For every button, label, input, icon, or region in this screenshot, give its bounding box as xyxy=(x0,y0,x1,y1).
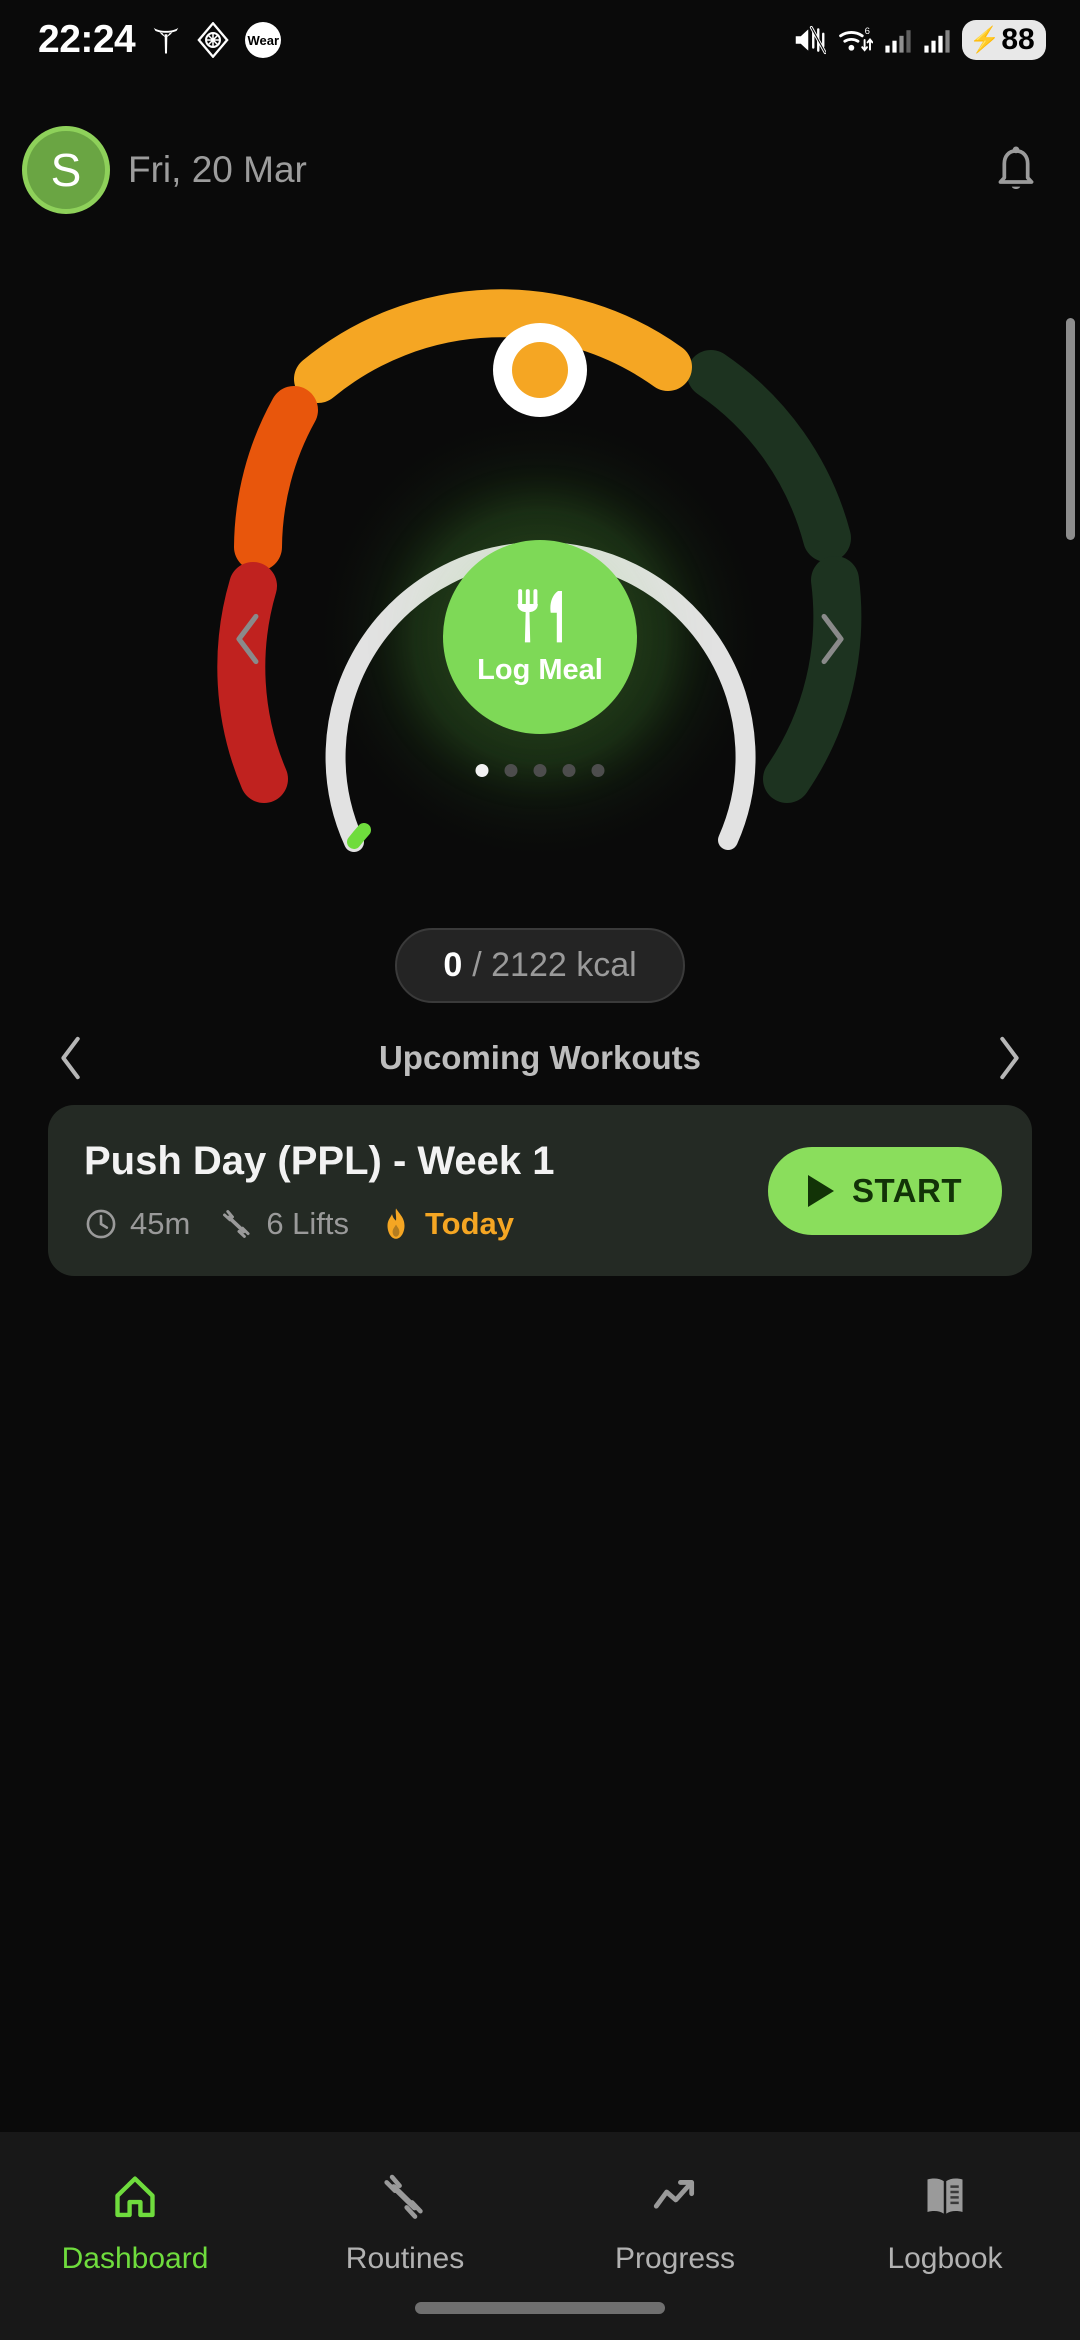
status-bar-right: 6 ⚡ 88 xyxy=(793,20,1046,60)
workout-card[interactable]: Push Day (PPL) - Week 1 45m xyxy=(48,1105,1032,1276)
calorie-summary-row: 0 / 2122 kcal xyxy=(0,928,1080,1003)
dial-inner-progress xyxy=(347,823,371,849)
nav-item-logbook[interactable]: Logbook xyxy=(810,2170,1080,2276)
battery-level: 88 xyxy=(1001,23,1035,56)
notification-bell-button[interactable] xyxy=(990,142,1042,198)
workout-lifts-label: 6 Lifts xyxy=(266,1206,350,1241)
page-dot[interactable] xyxy=(504,764,518,777)
chevron-right-icon xyxy=(1000,1036,1019,1080)
log-meal-button[interactable]: Log Meal xyxy=(443,540,637,734)
dial-thumb-core xyxy=(512,342,568,398)
workout-schedule: Today xyxy=(379,1206,514,1242)
home-indicator[interactable] xyxy=(415,2302,665,2314)
diamond-icon xyxy=(197,22,229,58)
nav-label-routines: Routines xyxy=(345,2242,465,2275)
avatar[interactable]: S xyxy=(22,126,110,214)
workout-meta-row: 45m 6 Lifts xyxy=(84,1206,768,1242)
nav-label-dashboard: Dashboard xyxy=(61,2242,209,2275)
dial-segment-inactive-upper xyxy=(687,350,851,562)
workout-title: Push Day (PPL) - Week 1 xyxy=(84,1139,555,1183)
nav-item-routines[interactable]: Routines xyxy=(270,2170,540,2276)
workout-duration-label: 45m xyxy=(130,1206,191,1241)
workout-schedule-label: Today xyxy=(425,1206,515,1241)
page-dot[interactable] xyxy=(533,764,547,777)
dial-segment-inactive-lower xyxy=(763,556,862,803)
log-meal-label: Log Meal xyxy=(477,653,603,686)
dial-next-button[interactable] xyxy=(812,613,852,665)
calories-current: 0 xyxy=(443,946,463,984)
start-button-label: START xyxy=(851,1171,962,1209)
dial-page-dots[interactable] xyxy=(475,764,605,777)
dumbbell-icon xyxy=(378,2170,432,2224)
dial-svg xyxy=(217,289,862,867)
nav-item-dashboard[interactable]: Dashboard xyxy=(0,2170,270,2276)
workouts-next-button[interactable] xyxy=(986,1035,1032,1081)
workout-card-body: Push Day (PPL) - Week 1 45m xyxy=(84,1139,768,1242)
clock-icon xyxy=(84,1207,118,1241)
trending-up-icon xyxy=(648,2170,702,2224)
status-bar: 22:24 Wear xyxy=(0,0,1080,80)
play-icon xyxy=(807,1174,834,1207)
mute-icon xyxy=(795,26,826,54)
chevron-right-icon xyxy=(821,613,844,665)
bell-icon xyxy=(998,146,1034,190)
workout-lifts: 6 Lifts xyxy=(220,1206,349,1242)
nav-item-progress[interactable]: Progress xyxy=(540,2170,810,2276)
workout-duration: 45m xyxy=(84,1206,190,1242)
chevron-left-icon xyxy=(236,613,259,665)
book-icon xyxy=(918,2170,972,2224)
status-bar-left: 22:24 Wear xyxy=(38,18,282,62)
page-dot[interactable] xyxy=(562,764,576,777)
calorie-pill[interactable]: 0 / 2122 kcal xyxy=(395,928,685,1003)
flame-icon xyxy=(379,1207,413,1241)
dial-segment-deep-orange xyxy=(234,386,318,571)
app-header: S Fri, 20 Mar xyxy=(0,110,1080,230)
section-title: Upcoming Workouts xyxy=(378,1039,702,1076)
nav-label-logbook: Logbook xyxy=(887,2242,1003,2275)
page-scrollbar[interactable] xyxy=(1066,318,1075,540)
charging-bolt-icon: ⚡ xyxy=(969,25,1001,54)
content-spacer xyxy=(0,1276,1080,2132)
fork-knife-icon xyxy=(517,588,562,642)
upcoming-workouts-header: Upcoming Workouts xyxy=(0,1003,1080,1089)
wifi-6-icon: 6 xyxy=(839,26,873,52)
status-time: 22:24 xyxy=(38,18,136,61)
dial-prev-button[interactable] xyxy=(228,613,268,665)
svg-text:6: 6 xyxy=(865,26,870,37)
nav-label-progress: Progress xyxy=(614,2242,736,2275)
calories-goal: / 2122 kcal xyxy=(472,946,637,984)
page-dot[interactable] xyxy=(475,764,489,777)
signal-icon xyxy=(885,30,911,53)
workouts-prev-button[interactable] xyxy=(48,1035,94,1081)
battery-indicator: ⚡ 88 xyxy=(962,20,1046,60)
dumbbell-icon xyxy=(220,1207,254,1241)
signal-icon xyxy=(924,30,950,53)
chevron-left-icon xyxy=(61,1036,80,1080)
dial-segment-red xyxy=(217,562,288,803)
wear-badge: Wear xyxy=(245,22,282,58)
home-icon xyxy=(108,2170,162,2224)
calorie-dial[interactable]: Log Meal xyxy=(0,234,1080,934)
tesla-icon xyxy=(153,27,179,54)
dial-segment-orange xyxy=(294,289,692,403)
date-label: Fri, 20 Mar xyxy=(128,149,307,190)
page-dot[interactable] xyxy=(591,764,605,777)
start-workout-button[interactable]: START xyxy=(767,1146,1002,1235)
